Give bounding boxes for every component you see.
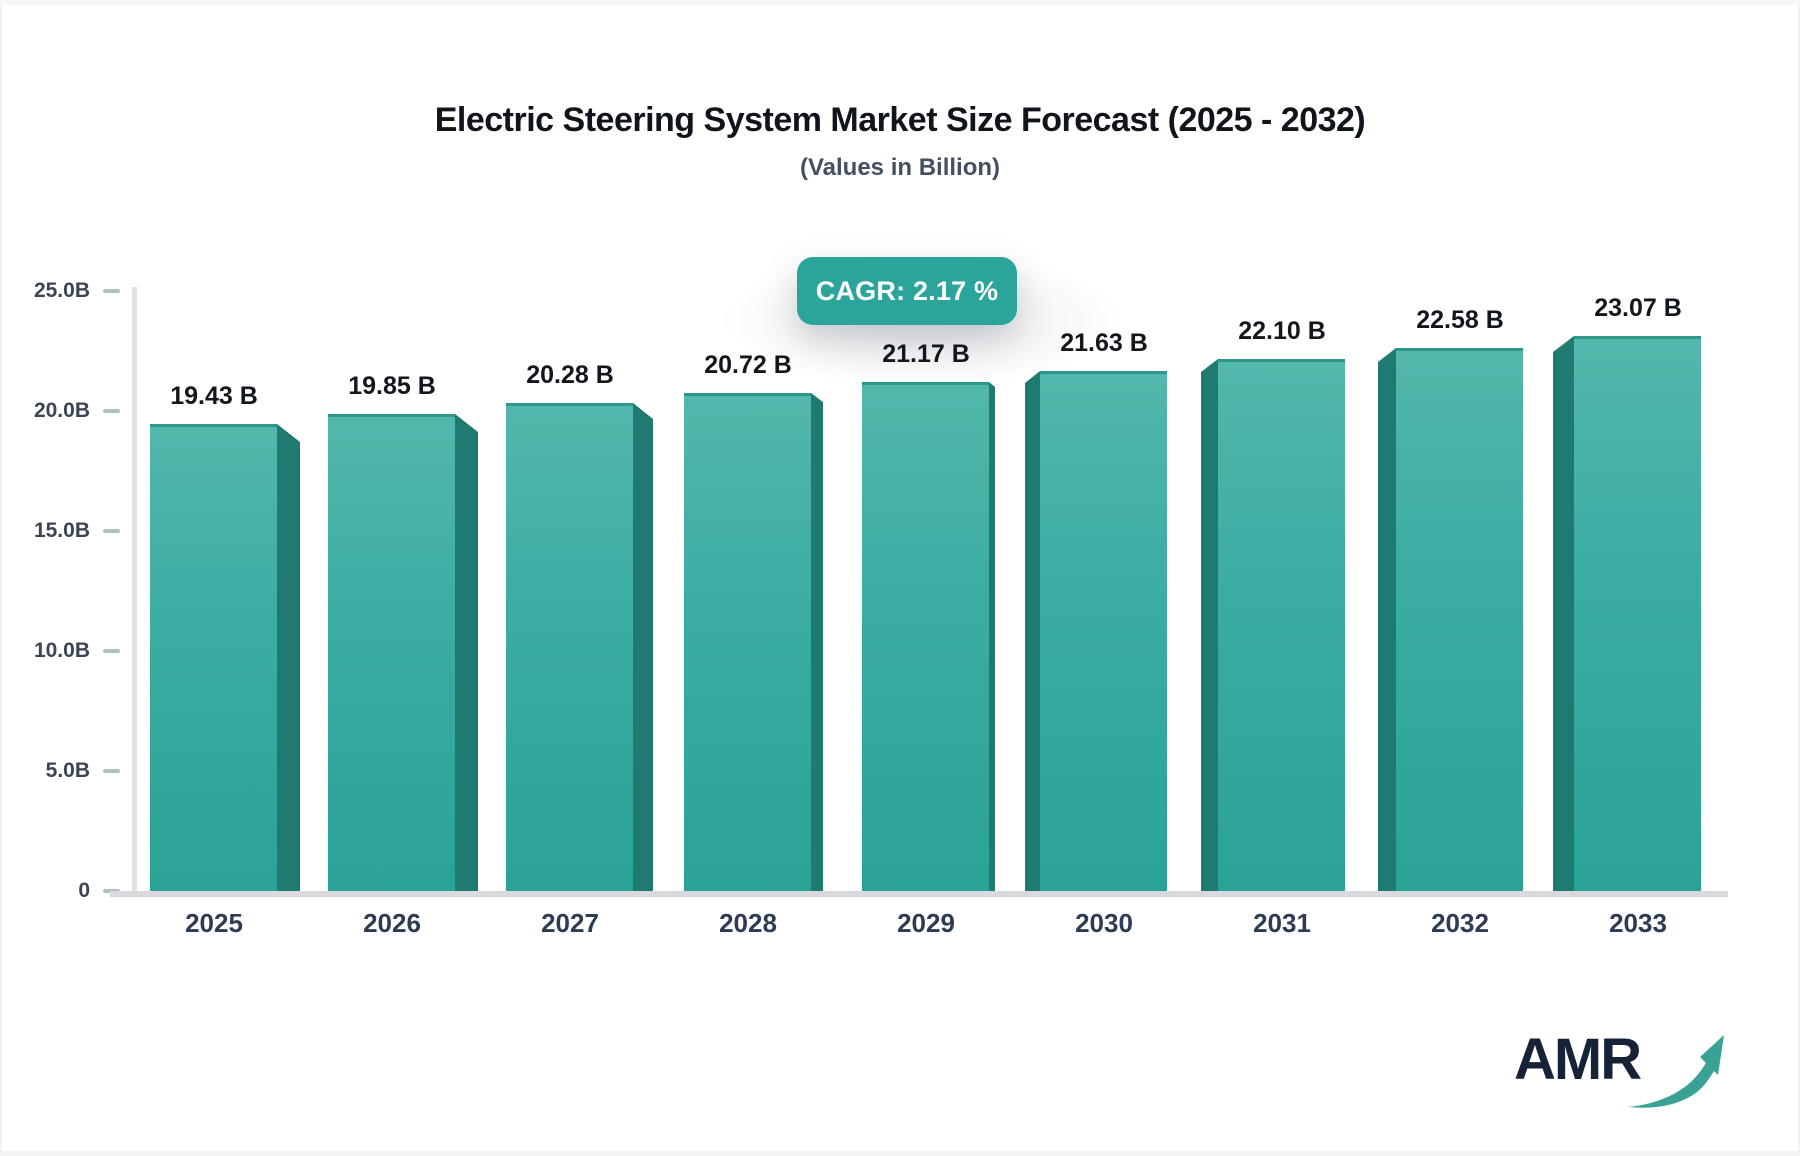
x-axis-label: 2032	[1431, 908, 1489, 938]
bar-3d-side	[633, 403, 653, 891]
x-axis-label: 2027	[541, 908, 599, 938]
y-tick-label: 10.0B	[33, 639, 90, 662]
x-axis-line	[110, 891, 1728, 897]
bar-3d-side	[1201, 359, 1218, 891]
bar-value-label: 20.28 B	[526, 361, 614, 389]
bar-2026	[328, 414, 455, 891]
bar-3d-side	[811, 393, 823, 891]
bar-3d-side	[277, 424, 300, 891]
bar-3d-side	[1553, 336, 1574, 891]
y-tick-dash	[103, 649, 120, 653]
amr-logo-arrow-icon	[1628, 1035, 1725, 1108]
x-axis-label: 2026	[363, 908, 421, 938]
bar-2027	[506, 403, 633, 891]
bar-value-label: 21.17 B	[882, 340, 970, 368]
y-tick-label: 0	[78, 879, 90, 902]
y-tick-dash	[103, 529, 120, 533]
cagr-badge-label: CAGR: 2.17 %	[815, 275, 999, 306]
amr-logo: AMR	[1514, 1027, 1726, 1117]
bar-2032	[1396, 348, 1523, 891]
y-tick-dash	[103, 769, 120, 773]
x-axis-label: 2029	[897, 908, 955, 938]
x-axis-label: 2031	[1253, 908, 1311, 938]
bar-2031	[1218, 359, 1345, 891]
chart-title: Electric Steering System Market Size For…	[434, 101, 1366, 139]
bar-2030	[1040, 371, 1167, 891]
y-axis-line	[132, 287, 137, 897]
bar-value-label: 23.07 B	[1594, 294, 1682, 322]
y-tick-label: 25.0B	[33, 279, 90, 302]
cagr-badge: CAGR: 2.17 %	[797, 257, 1017, 325]
chart-subtitle: (Values in Billion)	[799, 154, 1001, 181]
bar-value-label: 22.58 B	[1416, 306, 1504, 334]
y-tick-dash	[103, 289, 120, 293]
bar-3d-side	[1378, 348, 1396, 891]
bar-3d-side	[989, 382, 995, 891]
bar-3d-side	[455, 414, 478, 891]
bar-value-label: 19.85 B	[348, 372, 436, 400]
bar-3d-side	[1025, 371, 1040, 891]
amr-logo-text: AMR	[1514, 1027, 1642, 1092]
y-tick-dash	[103, 409, 120, 413]
x-axis-label: 2028	[719, 908, 777, 938]
bar-2028	[684, 393, 811, 891]
y-tick-label: 20.0B	[33, 399, 90, 422]
bar-2025	[150, 424, 277, 891]
x-axis-label: 2030	[1075, 908, 1133, 938]
bar-value-label: 22.10 B	[1238, 317, 1326, 345]
bar-value-label: 19.43 B	[170, 382, 258, 410]
y-tick-label: 5.0B	[45, 759, 90, 782]
y-tick-label: 15.0B	[33, 519, 90, 542]
x-axis-label: 2033	[1609, 908, 1667, 938]
bar-2029	[862, 382, 989, 891]
bar-value-label: 21.63 B	[1060, 329, 1148, 357]
x-axis-label: 2025	[185, 908, 243, 938]
bar-2033	[1574, 336, 1701, 891]
bar-value-label: 20.72 B	[704, 351, 792, 379]
